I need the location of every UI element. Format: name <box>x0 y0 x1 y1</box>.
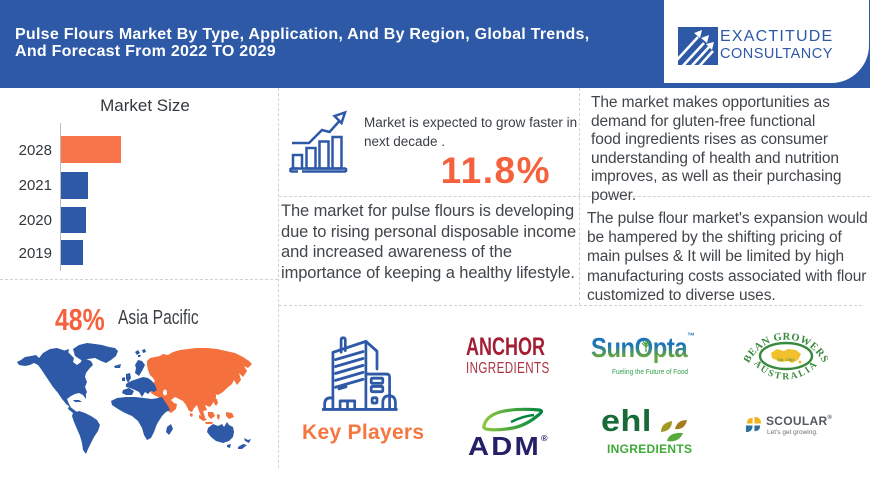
svg-text:Est. 1964: Est. 1964 <box>778 357 796 362</box>
svg-text:AUSTRALIA: AUSTRALIA <box>751 359 820 382</box>
